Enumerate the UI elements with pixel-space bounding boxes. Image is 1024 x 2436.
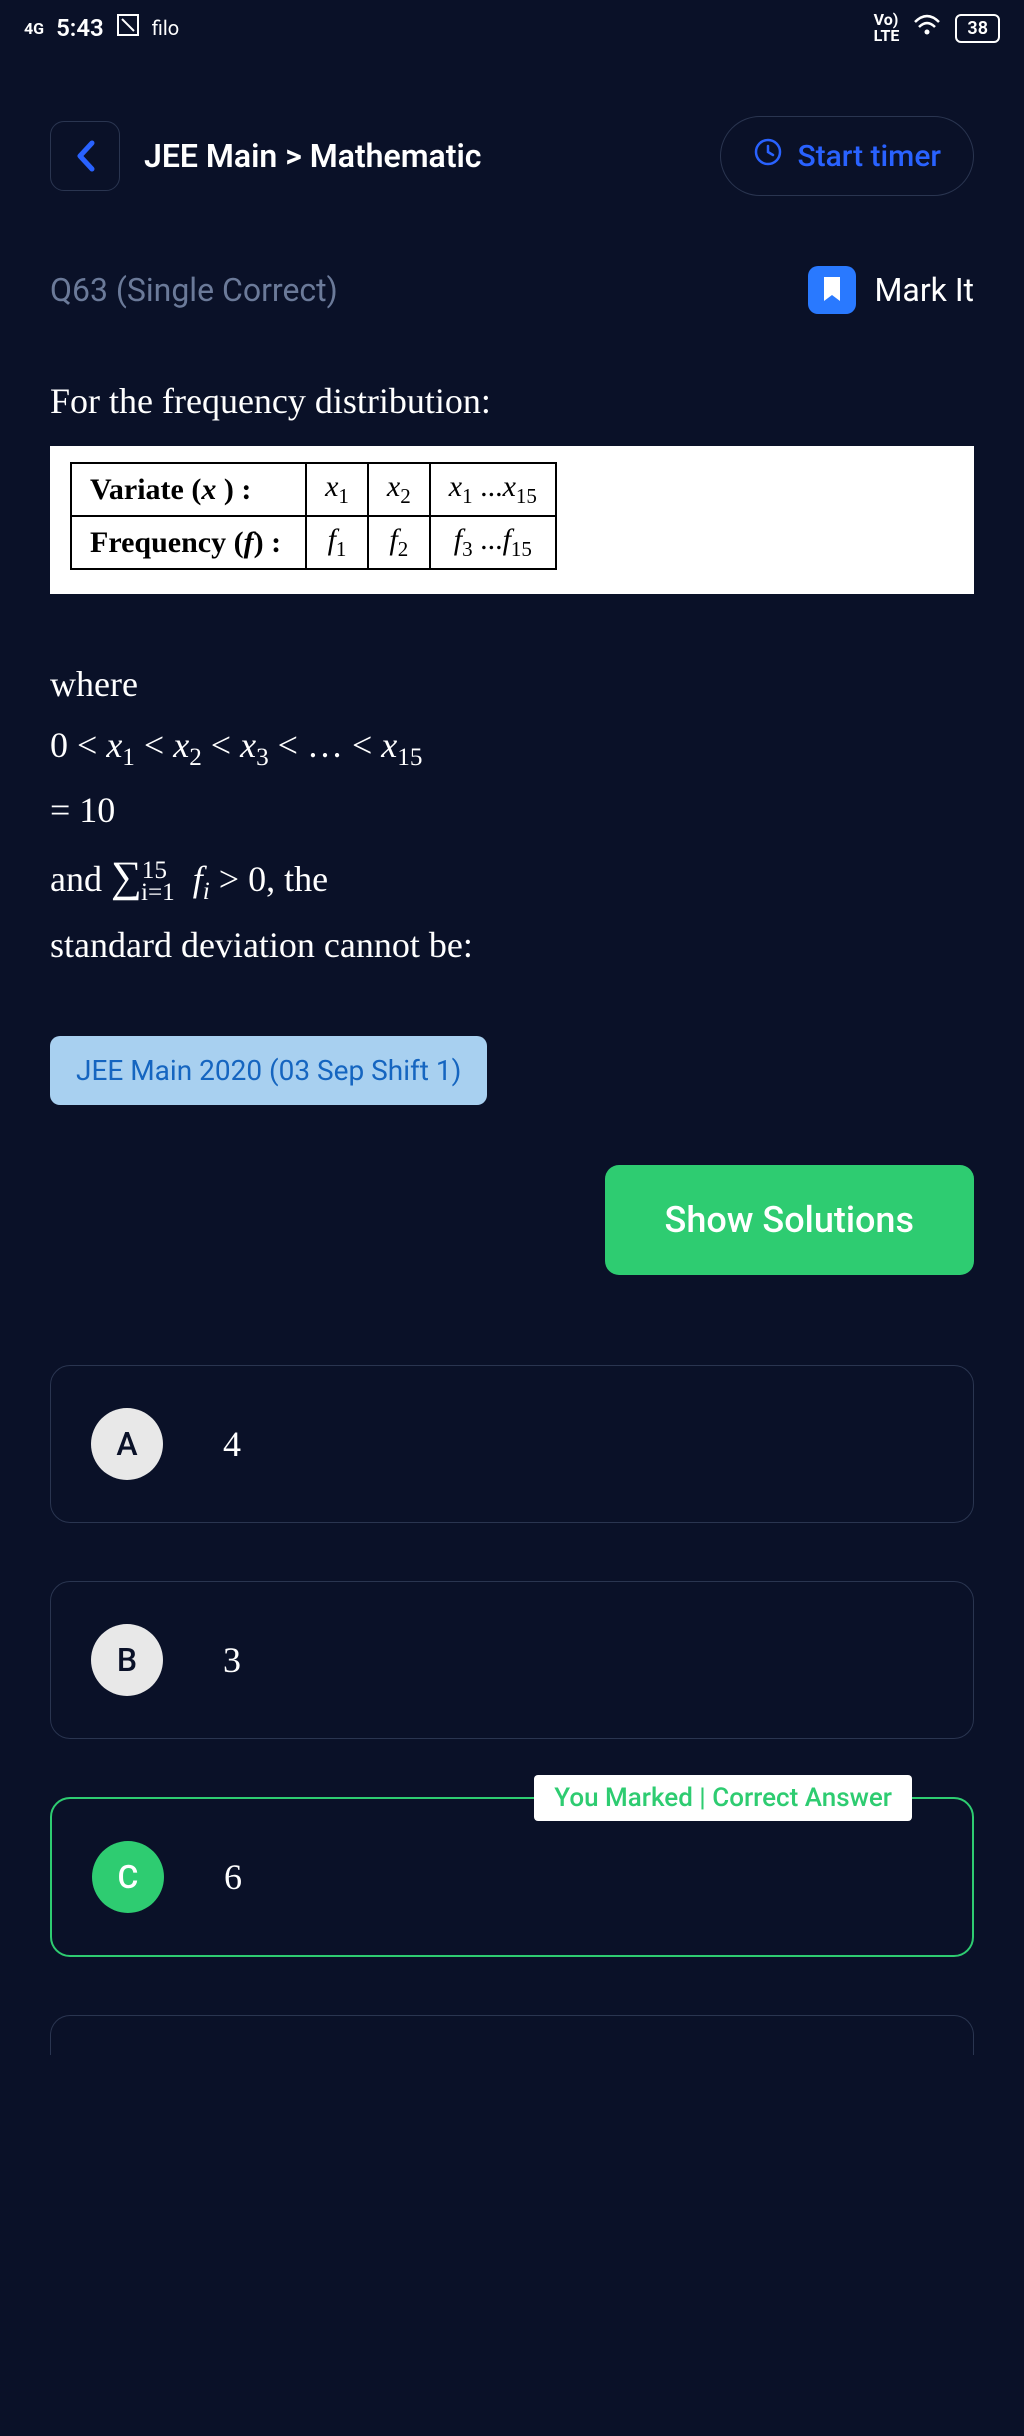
exam-tag[interactable]: JEE Main 2020 (03 Sep Shift 1) [50, 1036, 487, 1105]
table-cell: x2 [368, 463, 430, 516]
status-time: 5:43 [56, 14, 104, 42]
question-header-row: Q63 (Single Correct) Mark It [50, 266, 974, 314]
wifi-icon [913, 14, 941, 42]
app-icon [116, 13, 140, 43]
start-timer-button[interactable]: Start timer [720, 116, 974, 196]
status-left: 4G 5:43 filo [24, 13, 179, 43]
table-cell: x1 [306, 463, 368, 516]
options-list: A 4 B 3 You Marked | Correct Answer C 6 [50, 1365, 974, 2055]
status-bar: 4G 5:43 filo Vo)LTE 38 [0, 0, 1024, 56]
question-intro: For the frequency distribution: [50, 374, 974, 428]
frequency-table: Variate (x ) : x1 x2 x1 ...x15 Frequency… [70, 462, 557, 570]
variate-label: Variate (x ) : [71, 463, 306, 516]
option-b[interactable]: B 3 [50, 1581, 974, 1739]
mark-it-label: Mark It [874, 271, 974, 309]
question-number-label: Q63 (Single Correct) [50, 271, 338, 309]
option-letter-b: B [91, 1624, 163, 1696]
app-name-label: filo [152, 16, 179, 40]
table-cell: x1 ...x15 [430, 463, 556, 516]
show-solutions-button[interactable]: Show Solutions [605, 1165, 974, 1275]
frequency-label: Frequency (f) : [71, 516, 306, 569]
math-block: where 0 < x1 < x2 < x3 < … < x15 = 10 an… [50, 654, 974, 976]
inequality-line: 0 < x1 < x2 < x3 < … < x15 [50, 715, 974, 780]
back-button[interactable] [50, 121, 120, 191]
option-value-b: 3 [223, 1639, 241, 1681]
option-letter-c: C [92, 1841, 164, 1913]
start-timer-label: Start timer [797, 139, 941, 174]
where-label: where [50, 654, 974, 715]
option-a[interactable]: A 4 [50, 1365, 974, 1523]
option-d-partial[interactable] [50, 2015, 974, 2055]
lte-label: Vo)LTE [874, 12, 900, 44]
option-c[interactable]: You Marked | Correct Answer C 6 [50, 1797, 974, 1957]
frequency-table-wrap: Variate (x ) : x1 x2 x1 ...x15 Frequency… [50, 446, 974, 594]
option-value-c: 6 [224, 1856, 242, 1898]
option-value-a: 4 [223, 1423, 241, 1465]
sum-line: and ∑15i=1 fi > 0, the [50, 841, 974, 914]
table-cell: f1 [306, 516, 368, 569]
status-right: Vo)LTE 38 [874, 12, 1000, 44]
table-row: Variate (x ) : x1 x2 x1 ...x15 [71, 463, 556, 516]
correct-answer-badge: You Marked | Correct Answer [534, 1775, 912, 1821]
option-letter-a: A [91, 1408, 163, 1480]
breadcrumb[interactable]: JEE Main > Mathematic [144, 137, 696, 175]
bookmark-icon [808, 266, 856, 314]
battery-level: 38 [955, 14, 1000, 43]
clock-icon [753, 137, 783, 175]
table-cell: f3 ...f15 [430, 516, 556, 569]
table-row: Frequency (f) : f1 f2 f3 ...f15 [71, 516, 556, 569]
std-dev-line: standard deviation cannot be: [50, 915, 974, 976]
nav-row: JEE Main > Mathematic Start timer [50, 116, 974, 196]
equals-line: = 10 [50, 780, 974, 841]
table-cell: f2 [368, 516, 430, 569]
signal-4g-label: 4G [24, 19, 44, 38]
mark-it-button[interactable]: Mark It [808, 266, 974, 314]
